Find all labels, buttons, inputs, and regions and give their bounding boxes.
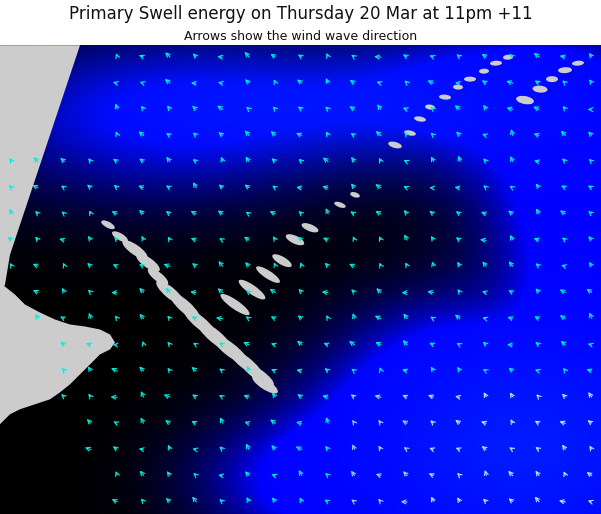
Ellipse shape	[197, 321, 233, 352]
Ellipse shape	[272, 254, 291, 267]
Ellipse shape	[136, 254, 160, 272]
Ellipse shape	[183, 308, 216, 337]
Ellipse shape	[516, 96, 534, 104]
Ellipse shape	[388, 141, 402, 149]
Ellipse shape	[123, 240, 148, 259]
Ellipse shape	[572, 61, 584, 66]
Ellipse shape	[350, 192, 360, 198]
Ellipse shape	[425, 104, 435, 109]
Ellipse shape	[532, 85, 548, 93]
Ellipse shape	[490, 61, 502, 66]
Ellipse shape	[239, 280, 266, 300]
Ellipse shape	[148, 268, 168, 285]
Ellipse shape	[212, 335, 248, 364]
Ellipse shape	[256, 266, 280, 283]
Ellipse shape	[156, 281, 184, 305]
Text: Arrows show the wind wave direction: Arrows show the wind wave direction	[184, 30, 417, 43]
Ellipse shape	[479, 69, 489, 74]
Ellipse shape	[228, 348, 262, 376]
Ellipse shape	[169, 292, 200, 321]
Ellipse shape	[221, 294, 249, 315]
Ellipse shape	[170, 292, 180, 301]
Ellipse shape	[464, 77, 476, 82]
Ellipse shape	[242, 362, 274, 386]
Polygon shape	[0, 45, 80, 324]
Ellipse shape	[302, 223, 319, 232]
Ellipse shape	[404, 130, 416, 136]
Ellipse shape	[252, 375, 278, 394]
Ellipse shape	[546, 76, 558, 82]
Ellipse shape	[101, 221, 115, 229]
Ellipse shape	[439, 95, 451, 100]
Ellipse shape	[558, 67, 572, 73]
Ellipse shape	[503, 54, 513, 60]
Ellipse shape	[112, 231, 128, 242]
Ellipse shape	[453, 85, 463, 89]
Polygon shape	[0, 283, 115, 514]
Ellipse shape	[286, 234, 304, 245]
Ellipse shape	[414, 116, 426, 122]
Text: Primary Swell energy on Thursday 20 Mar at 11pm +11: Primary Swell energy on Thursday 20 Mar …	[69, 5, 532, 23]
Ellipse shape	[334, 201, 346, 208]
Ellipse shape	[157, 279, 166, 286]
